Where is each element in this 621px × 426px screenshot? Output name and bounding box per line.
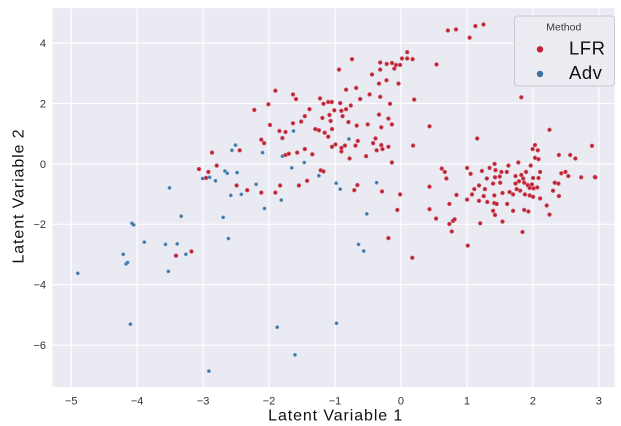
svg-text:4: 4 xyxy=(40,38,46,50)
svg-text:−5: −5 xyxy=(65,395,78,407)
svg-text:Adv: Adv xyxy=(569,62,603,83)
svg-text:−1: −1 xyxy=(329,395,342,407)
svg-text:LFR: LFR xyxy=(569,38,605,59)
svg-text:0: 0 xyxy=(398,395,404,407)
svg-text:1: 1 xyxy=(464,395,470,407)
svg-text:−3: −3 xyxy=(197,395,210,407)
svg-text:−4: −4 xyxy=(33,280,46,292)
svg-text:0: 0 xyxy=(40,159,46,171)
svg-text:2: 2 xyxy=(40,98,46,110)
svg-text:3: 3 xyxy=(596,395,602,407)
svg-text:Method: Method xyxy=(546,21,581,33)
svg-text:−2: −2 xyxy=(263,395,276,407)
svg-text:Latent Variable 2: Latent Variable 2 xyxy=(11,128,28,263)
svg-text:Latent Variable 1: Latent Variable 1 xyxy=(268,408,403,425)
svg-text:2: 2 xyxy=(530,395,536,407)
svg-text:−6: −6 xyxy=(33,340,46,352)
svg-text:−2: −2 xyxy=(33,219,46,231)
svg-text:−4: −4 xyxy=(131,395,144,407)
